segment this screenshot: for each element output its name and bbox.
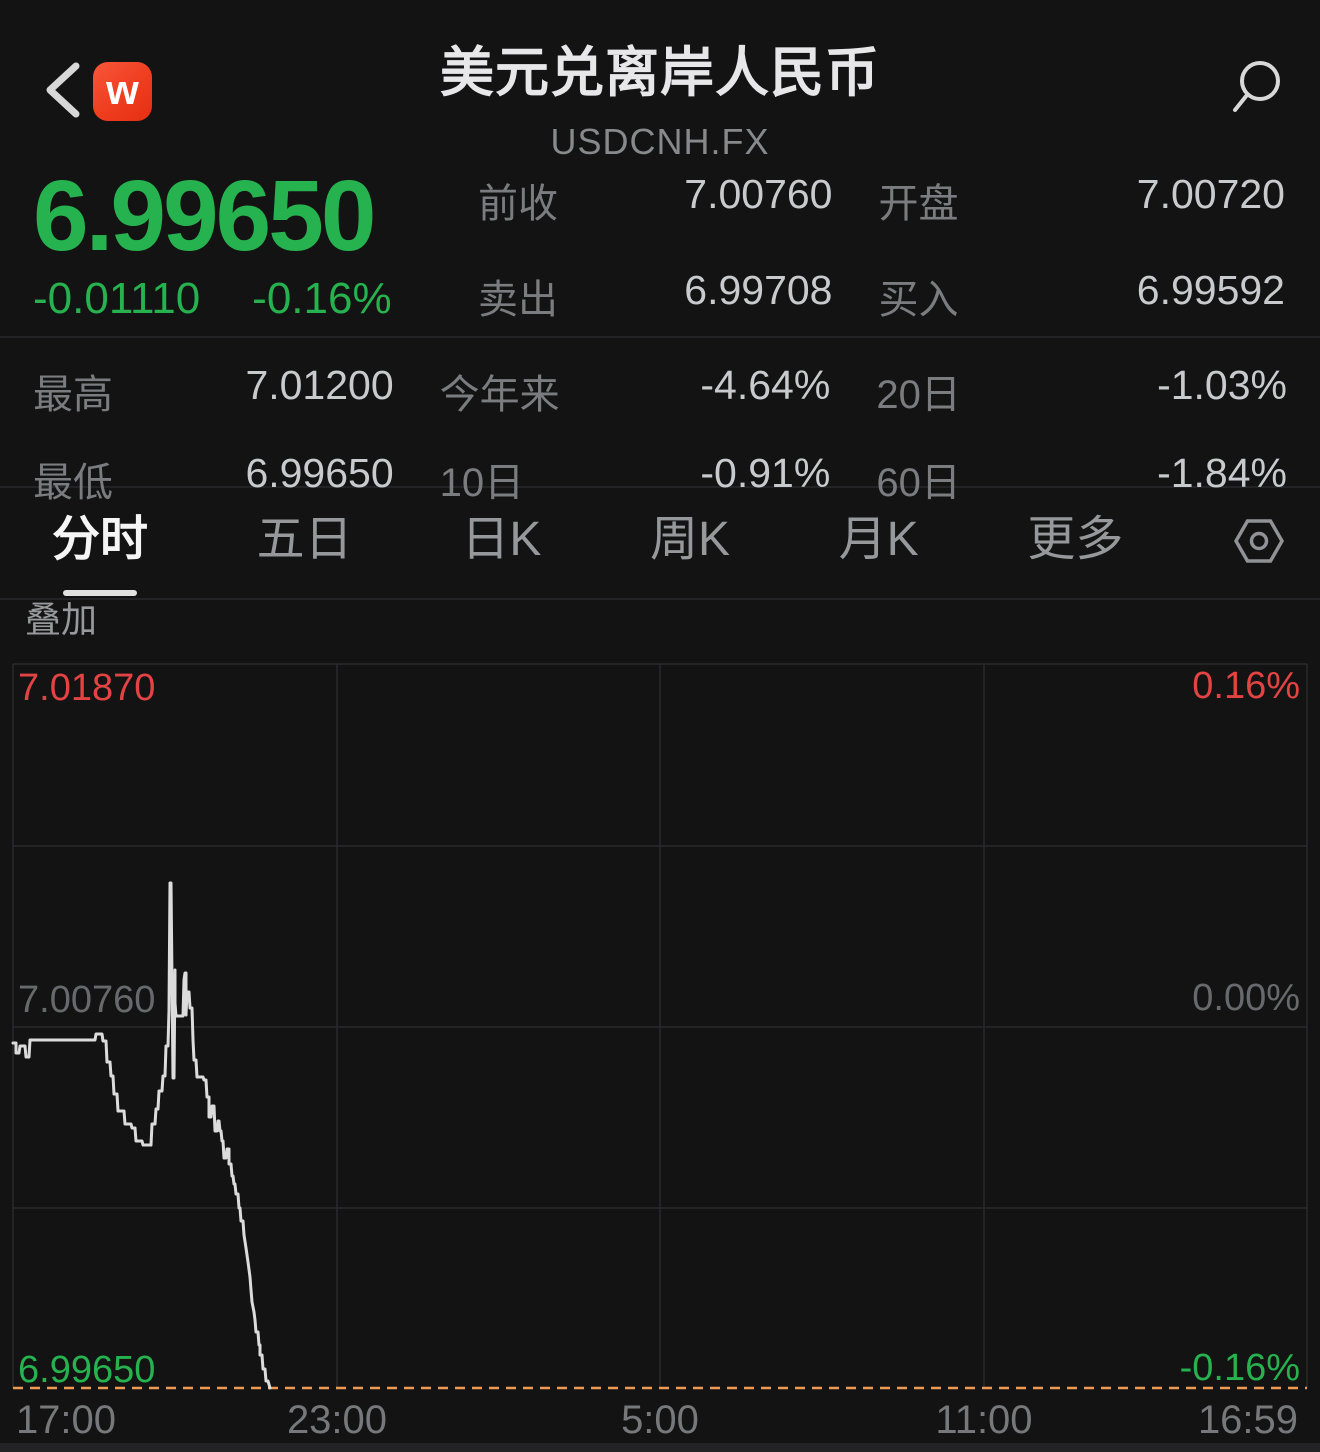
search-button[interactable] (1228, 58, 1284, 123)
stat-label: 最高 (33, 373, 113, 417)
search-icon (1233, 61, 1280, 112)
x-axis-label: 17:00 (16, 1398, 116, 1442)
quote-fields: 前收 7.00760 开盘 7.00720 卖出 6.99708 买入 6.99… (478, 160, 1287, 336)
x-axis-label: 16:59 (1198, 1398, 1298, 1442)
field-value: 7.00720 (1136, 171, 1285, 217)
chart-y-label: 7.00760 (18, 979, 155, 1021)
field-value: 6.99592 (1136, 267, 1285, 313)
stat-value: -1.03% (1157, 362, 1287, 408)
overlay-toggle[interactable]: 叠加 (25, 599, 98, 640)
price-change: -0.01110 (33, 274, 201, 323)
chart-y-label: 6.99650 (18, 1349, 155, 1391)
field-value: 6.99708 (684, 267, 833, 313)
tab-more[interactable]: 更多 (1027, 513, 1124, 566)
x-axis-label: 11:00 (935, 1398, 1032, 1442)
field-value: 7.00760 (684, 171, 833, 217)
price-line (11, 881, 272, 1390)
period-tabbar: 分时 五日 日K 周K 月K 更多 (0, 488, 1320, 600)
field-label: 开盘 (878, 182, 959, 226)
chart-y-label: -0.16% (1180, 1347, 1300, 1389)
stat-value: -1.84% (1157, 450, 1287, 496)
bottom-band (0, 1443, 1320, 1452)
back-chevron-icon (46, 62, 80, 118)
field-label: 卖出 (478, 278, 558, 322)
back-button[interactable] (38, 58, 88, 122)
header: w 美元兑离岸人民币 USDCNH.FX (0, 0, 1320, 162)
tab-daily-k[interactable]: 日K (461, 513, 542, 566)
stat-label: 今年来 (439, 373, 560, 417)
chart-y-label: 0.16% (1192, 665, 1300, 707)
stat-label: 60日 (876, 461, 961, 505)
tab-weekly-k[interactable]: 周K (649, 513, 731, 566)
stat-value: -4.64% (700, 362, 831, 408)
stat-label: 最低 (33, 461, 113, 505)
settings-hexagon-icon (1233, 518, 1285, 563)
stat-label: 10日 (439, 461, 525, 505)
title-block: 美元兑离岸人民币 USDCNH.FX (0, 28, 1320, 163)
last-price: 6.99650 (33, 160, 376, 272)
chart-y-label: 7.01870 (18, 667, 155, 709)
intraday-chart[interactable]: 7.01870 0.16% 7.00760 0.00% 6.99650 -0.16% 17:… (0, 640, 1320, 1452)
chart-settings-button[interactable] (1232, 517, 1286, 570)
ticker-code: USDCNH.FX (550, 121, 770, 162)
price-change-percent: -0.16% (252, 274, 392, 323)
quote-section: 6.99650 -0.01110 -0.16% 前收 7.00760 开盘 7.… (0, 150, 1320, 338)
change-row: -0.01110 -0.16% (33, 274, 478, 324)
last-price-block: 6.99650 -0.01110 -0.16% (33, 160, 478, 336)
x-axis-label: 23:00 (287, 1398, 387, 1442)
x-axis-label: 5:00 (621, 1398, 699, 1442)
wind-app-logo[interactable]: w (93, 62, 152, 121)
overlay-row: 叠加 (0, 600, 1320, 640)
stats-section: 最高 7.01200 今年来 -4.64% 20日 -1.03% 最低 6.99… (0, 338, 1320, 505)
tab-monthly-k[interactable]: 月K (838, 513, 919, 566)
stat-label: 20日 (876, 373, 961, 417)
tab-5day[interactable]: 五日 (256, 513, 353, 566)
stat-value: 6.99650 (245, 450, 394, 496)
chart-y-label: 0.00% (1192, 977, 1300, 1019)
field-label: 买入 (878, 278, 959, 322)
tab-intraday[interactable]: 分时 (52, 516, 148, 570)
page-title: 美元兑离岸人民币 (440, 43, 880, 103)
field-label: 前收 (478, 182, 558, 226)
logo-letter: w (106, 65, 139, 113)
intraday-chart-svg: 7.01870 0.16% 7.00760 0.00% 6.99650 -0.16% 17:… (0, 663, 1320, 1452)
stat-value: 7.01200 (245, 362, 394, 408)
stat-value: -0.91% (700, 450, 831, 496)
